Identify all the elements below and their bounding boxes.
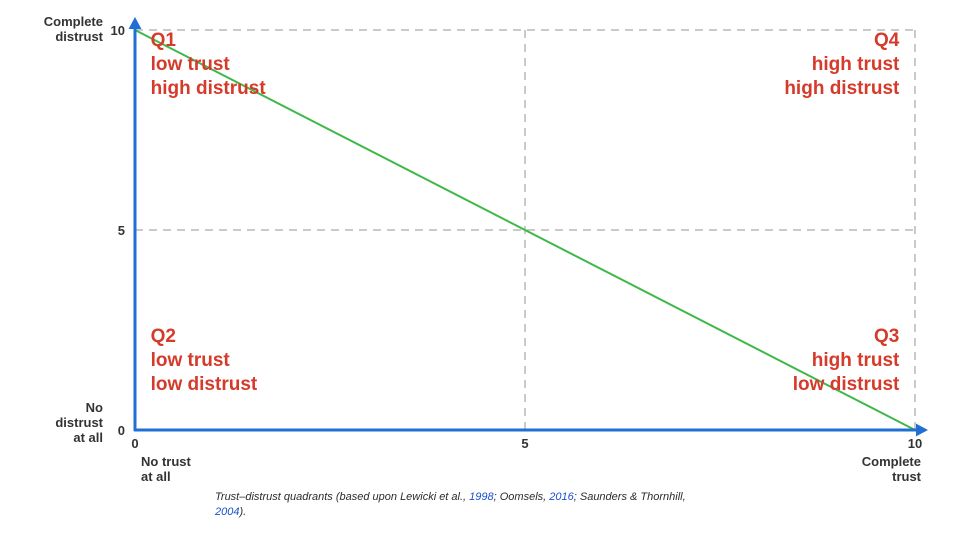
quadrant-q3-label: Q3	[874, 326, 899, 347]
y-tick-label: 5	[118, 223, 125, 238]
x-axis-right-label: Complete	[862, 454, 921, 469]
axis-arrowhead	[916, 424, 928, 437]
quadrant-q2-label: Q2	[151, 326, 176, 347]
trust-distrust-diagram: 05100510CompletedistrustNodistrustat all…	[0, 0, 960, 540]
quadrant-q3-label: high trust	[812, 350, 900, 371]
x-tick-label: 10	[908, 436, 922, 451]
axis-arrowhead	[129, 17, 142, 29]
y-axis-bottom-label: No	[86, 400, 103, 415]
x-axis-left-label: at all	[141, 469, 171, 484]
x-axis-right-label: trust	[892, 469, 922, 484]
x-axis-left-label: No trust	[141, 454, 192, 469]
quadrant-q1-label: high distrust	[151, 78, 267, 99]
figure-caption: Trust–distrust quadrants (based upon Lew…	[215, 491, 686, 503]
figure-caption-line2: 2004).	[214, 506, 246, 518]
y-axis-bottom-label: at all	[73, 430, 103, 445]
x-tick-label: 5	[521, 436, 528, 451]
quadrant-q3-label: low distrust	[793, 374, 900, 395]
y-axis-top-label: distrust	[55, 29, 103, 44]
quadrant-q1-label: low trust	[151, 54, 231, 75]
quadrant-q1-label: Q1	[151, 30, 177, 51]
quadrant-q4-label: high distrust	[784, 78, 900, 99]
quadrant-q2-label: low trust	[151, 350, 231, 371]
x-tick-label: 0	[131, 436, 138, 451]
quadrant-q4-label: Q4	[874, 30, 900, 51]
quadrant-q4-label: high trust	[812, 54, 900, 75]
y-axis-top-label: Complete	[44, 14, 103, 29]
y-axis-bottom-label: distrust	[55, 415, 103, 430]
y-tick-label: 10	[111, 23, 125, 38]
quadrant-q2-label: low distrust	[151, 374, 258, 395]
y-tick-label: 0	[118, 423, 125, 438]
